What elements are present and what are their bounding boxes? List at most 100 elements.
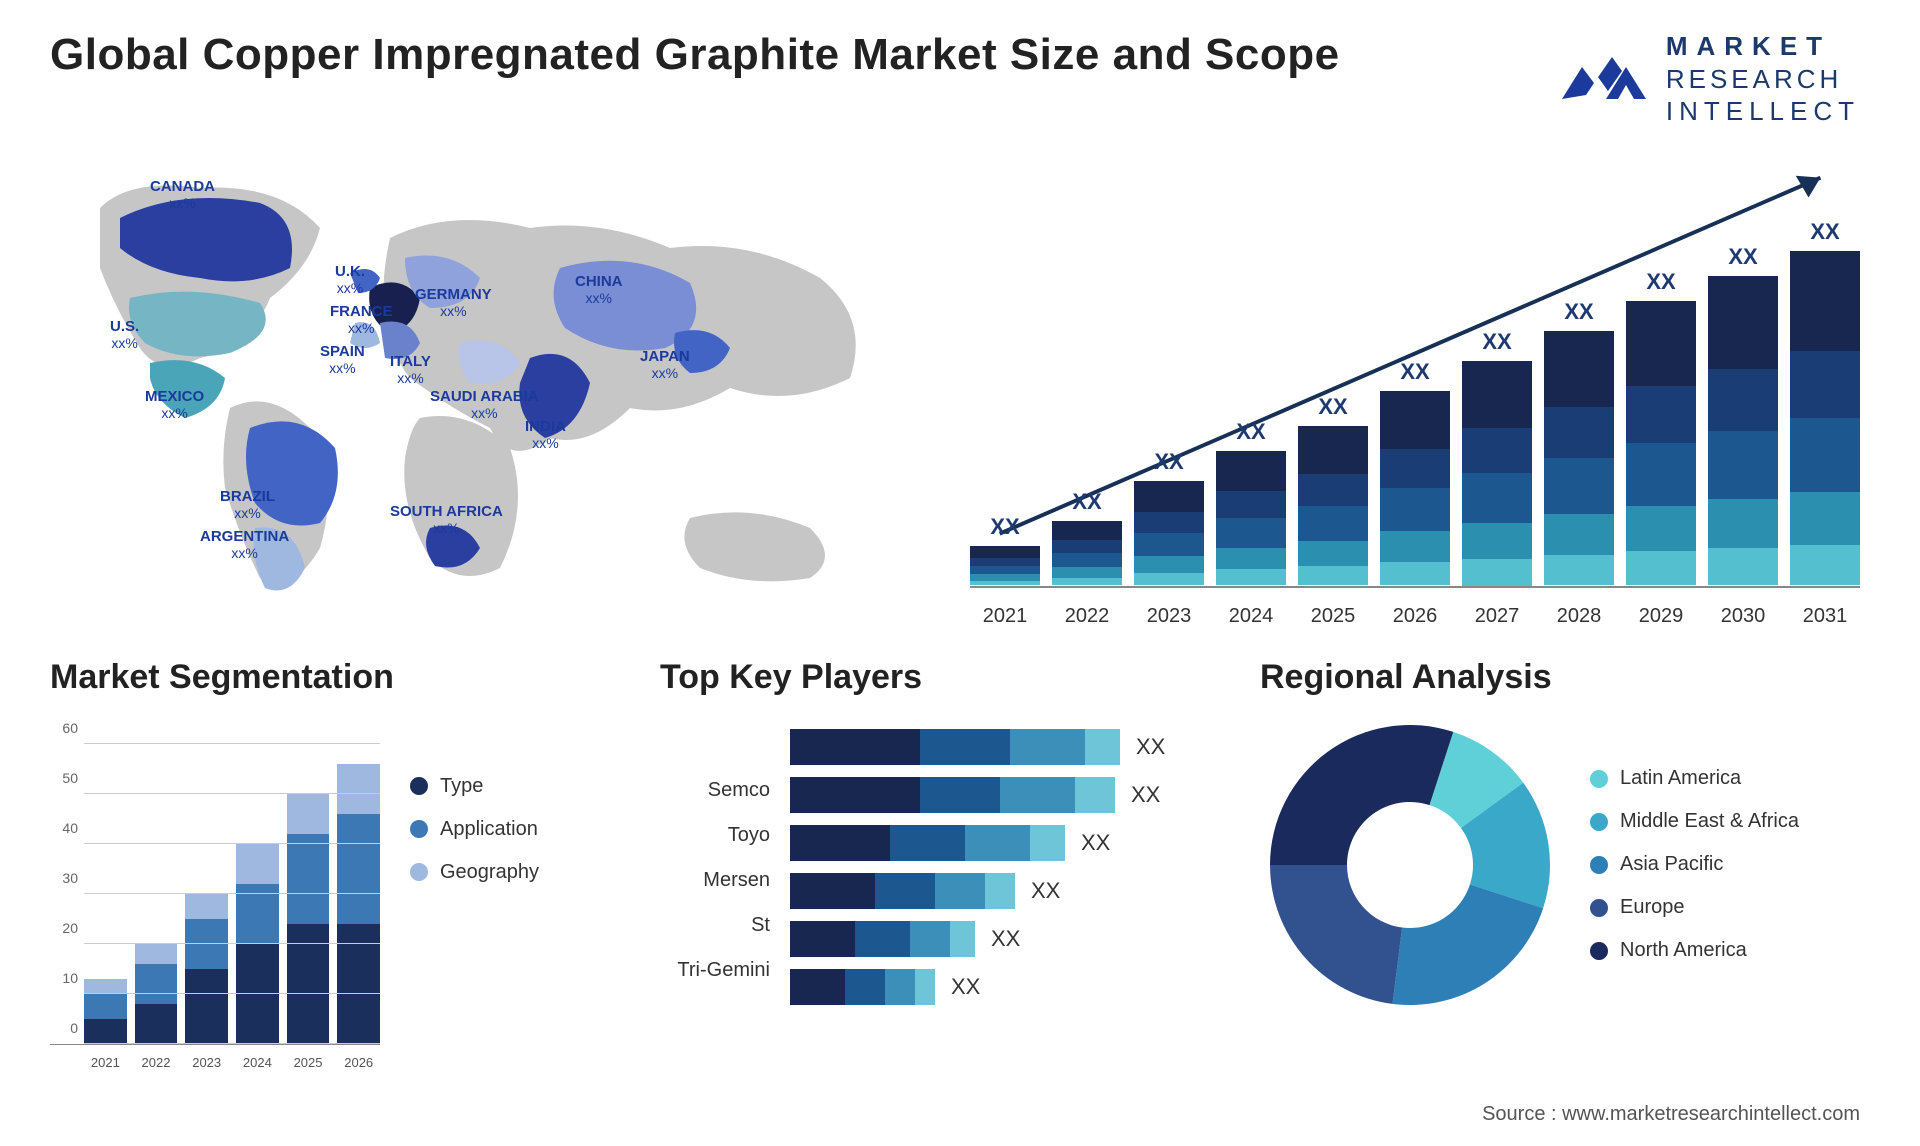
map-label: SAUDI ARABIAxx% xyxy=(430,388,539,421)
seg-ytick: 0 xyxy=(50,1020,78,1036)
bar-value-label: XX xyxy=(1400,359,1429,385)
legend-dot-icon xyxy=(1590,770,1608,788)
logo-line1: MARKET xyxy=(1666,30,1860,63)
seg-ytick: 30 xyxy=(50,870,78,886)
segmentation-title: Market Segmentation xyxy=(50,658,620,697)
player-value-label: XX xyxy=(1031,878,1060,904)
bar-column: XX xyxy=(1708,244,1778,586)
map-label: ITALYxx% xyxy=(390,353,431,386)
seg-bar-column xyxy=(236,844,279,1044)
seg-xlabel: 2021 xyxy=(84,1055,127,1070)
seg-bar-column xyxy=(337,764,380,1044)
map-label: ARGENTINAxx% xyxy=(200,528,289,561)
bar-year-label: 2031 xyxy=(1790,605,1860,628)
legend-item: Europe xyxy=(1590,896,1799,919)
legend-item: Application xyxy=(410,818,539,841)
legend-dot-icon xyxy=(410,777,428,795)
bar-column: XX xyxy=(1134,449,1204,586)
seg-bar-column xyxy=(185,894,228,1044)
players-labels: Semco Toyo Mersen St Tri-Gemini xyxy=(660,729,770,1005)
legend-label: Middle East & Africa xyxy=(1620,810,1799,833)
seg-bar-column xyxy=(84,979,127,1044)
bar-column: XX xyxy=(1052,489,1122,586)
bar-year-label: 2029 xyxy=(1626,605,1696,628)
player-bar-row: XX xyxy=(790,873,1220,909)
player-bar-row: XX xyxy=(790,825,1220,861)
map-label: BRAZILxx% xyxy=(220,488,275,521)
player-bar-row: XX xyxy=(790,921,1220,957)
legend-item: Latin America xyxy=(1590,767,1799,790)
donut-slice xyxy=(1392,884,1543,1005)
donut-chart xyxy=(1260,715,1560,1015)
seg-xlabel: 2025 xyxy=(287,1055,330,1070)
player-value-label: XX xyxy=(991,926,1020,952)
world-map: CANADAxx%U.S.xx%MEXICOxx%BRAZILxx%ARGENT… xyxy=(50,148,930,628)
bar-column: XX xyxy=(970,514,1040,586)
segmentation-plot: 202120222023202420252026 0102030405060 xyxy=(50,715,380,1045)
player-value-label: XX xyxy=(951,974,980,1000)
bar-year-label: 2027 xyxy=(1462,605,1532,628)
player-name: Toyo xyxy=(660,824,770,847)
bar-year-label: 2024 xyxy=(1216,605,1286,628)
legend-label: Type xyxy=(440,775,483,798)
legend-label: Application xyxy=(440,818,538,841)
bar-year-label: 2023 xyxy=(1134,605,1204,628)
segmentation-legend: Type Application Geography xyxy=(410,715,539,1045)
legend-item: North America xyxy=(1590,939,1799,962)
player-value-label: XX xyxy=(1081,830,1110,856)
seg-bar-column xyxy=(135,944,178,1044)
player-name: St xyxy=(660,914,770,937)
map-label: GERMANYxx% xyxy=(415,286,492,319)
bar-column: XX xyxy=(1380,359,1450,586)
source-note: Source : www.marketresearchintellect.com xyxy=(1482,1103,1860,1126)
bar-value-label: XX xyxy=(1810,219,1839,245)
bar-column: XX xyxy=(1544,299,1614,586)
player-name: Tri-Gemini xyxy=(660,959,770,982)
bar-year-label: 2030 xyxy=(1708,605,1778,628)
bar-column: XX xyxy=(1216,419,1286,586)
seg-xlabel: 2024 xyxy=(236,1055,279,1070)
player-name: Mersen xyxy=(660,869,770,892)
bar-year-label: 2026 xyxy=(1380,605,1450,628)
seg-ytick: 10 xyxy=(50,970,78,986)
bar-value-label: XX xyxy=(1072,489,1101,515)
bar-year-label: 2025 xyxy=(1298,605,1368,628)
seg-ytick: 20 xyxy=(50,920,78,936)
bar-year-label: 2021 xyxy=(970,605,1040,628)
map-label: U.S.xx% xyxy=(110,318,139,351)
legend-label: Geography xyxy=(440,861,539,884)
logo-line2: RESEARCH xyxy=(1666,63,1860,96)
player-value-label: XX xyxy=(1136,734,1165,760)
bar-year-label: 2028 xyxy=(1544,605,1614,628)
brand-logo: MARKET RESEARCH INTELLECT xyxy=(1554,30,1860,128)
world-map-svg xyxy=(50,148,930,618)
seg-xlabel: 2022 xyxy=(135,1055,178,1070)
map-label: JAPANxx% xyxy=(640,348,690,381)
logo-line3: INTELLECT xyxy=(1666,95,1860,128)
bar-column: XX xyxy=(1790,219,1860,586)
regional-title: Regional Analysis xyxy=(1260,658,1860,697)
legend-dot-icon xyxy=(410,820,428,838)
legend-item: Geography xyxy=(410,861,539,884)
bar-value-label: XX xyxy=(1646,269,1675,295)
logo-text: MARKET RESEARCH INTELLECT xyxy=(1666,30,1860,128)
bar-value-label: XX xyxy=(1236,419,1265,445)
bar-column: XX xyxy=(1626,269,1696,586)
map-label: U.K.xx% xyxy=(335,263,365,296)
panel-regional: Regional Analysis Latin America Middle Ea… xyxy=(1260,658,1860,1088)
panel-players: Top Key Players SemcoToyoMersenStTri-Gem… xyxy=(660,658,1220,1088)
seg-ytick: 60 xyxy=(50,720,78,736)
bar-value-label: XX xyxy=(1728,244,1757,270)
donut-slice xyxy=(1270,725,1453,865)
bar-value-label: XX xyxy=(1154,449,1183,475)
logo-mark-icon xyxy=(1554,43,1654,115)
bar-value-label: XX xyxy=(1564,299,1593,325)
seg-ytick: 40 xyxy=(50,820,78,836)
player-name: Semco xyxy=(660,779,770,802)
legend-label: Asia Pacific xyxy=(1620,853,1723,876)
legend-label: Latin America xyxy=(1620,767,1741,790)
legend-dot-icon xyxy=(1590,899,1608,917)
player-bar-row: XX xyxy=(790,969,1220,1005)
top-row: CANADAxx%U.S.xx%MEXICOxx%BRAZILxx%ARGENT… xyxy=(0,138,1920,628)
players-bars: XXXXXXXXXXXX xyxy=(790,729,1220,1005)
